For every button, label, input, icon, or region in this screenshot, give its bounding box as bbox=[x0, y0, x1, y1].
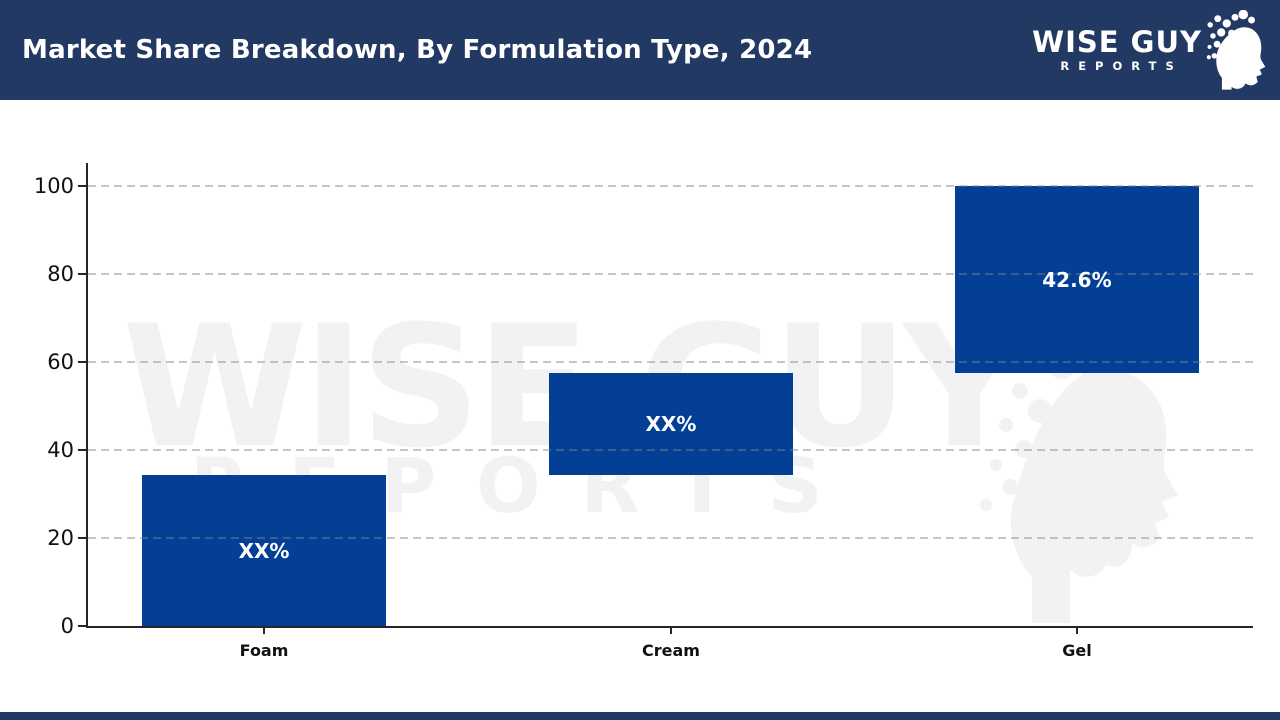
y-tick-label-40: 40 bbox=[47, 438, 74, 462]
logo-subtext: REPORTS bbox=[1060, 59, 1183, 74]
logo-face-icon bbox=[1206, 10, 1266, 90]
gridline-100 bbox=[88, 185, 1253, 187]
bar-foam bbox=[142, 475, 387, 626]
x-axis-line bbox=[86, 626, 1253, 628]
bar-value-label-cream: XX% bbox=[645, 412, 697, 437]
y-tick-60 bbox=[78, 361, 86, 363]
chart-title: Market Share Breakdown, By Formulation T… bbox=[22, 35, 813, 65]
gridline-60 bbox=[88, 361, 1253, 363]
header-banner: Market Share Breakdown, By Formulation T… bbox=[0, 0, 1280, 100]
y-tick-label-100: 100 bbox=[33, 174, 74, 198]
y-tick-100 bbox=[78, 185, 86, 187]
plot-area: WISE GUY REPORTS XX% XX% 42.6% 0 20 40 60 80 10… bbox=[34, 163, 1253, 660]
bar-value-label-gel: 42.6% bbox=[1042, 267, 1112, 292]
bar-labels-layer: XX% XX% 42.6% bbox=[88, 163, 1253, 626]
bar-value-label-foam: XX% bbox=[238, 538, 290, 563]
logo-wordmark: WISE GUY bbox=[1032, 24, 1202, 59]
y-tick-40 bbox=[78, 449, 86, 451]
y-tick-label-80: 80 bbox=[47, 262, 74, 286]
wiseguy-logo: WISE GUY REPORTS bbox=[1032, 10, 1280, 90]
y-tick-20 bbox=[78, 537, 86, 539]
y-tick-80 bbox=[78, 273, 86, 275]
gridline-20 bbox=[88, 537, 1253, 539]
x-tick-gel bbox=[1075, 626, 1078, 634]
x-tick-label-cream: Cream bbox=[641, 641, 700, 660]
gridline-80 bbox=[88, 273, 1253, 275]
y-tick-label-20: 20 bbox=[47, 526, 74, 550]
footer-strip bbox=[0, 712, 1280, 720]
y-axis-line bbox=[86, 163, 88, 628]
x-tick-foam bbox=[263, 626, 266, 634]
y-tick-0 bbox=[78, 625, 86, 627]
gridlines-layer bbox=[88, 163, 1253, 626]
x-tick-cream bbox=[669, 626, 672, 634]
logo-text: WISE GUY REPORTS bbox=[1032, 24, 1202, 74]
gridline-40 bbox=[88, 449, 1253, 451]
bar-gel bbox=[954, 186, 1199, 374]
bars-layer bbox=[88, 163, 1253, 626]
y-tick-label-60: 60 bbox=[47, 350, 74, 374]
x-tick-label-gel: Gel bbox=[1062, 641, 1092, 660]
x-tick-label-foam: Foam bbox=[239, 641, 289, 660]
y-tick-label-0: 0 bbox=[60, 614, 74, 638]
bar-cream bbox=[548, 373, 793, 476]
